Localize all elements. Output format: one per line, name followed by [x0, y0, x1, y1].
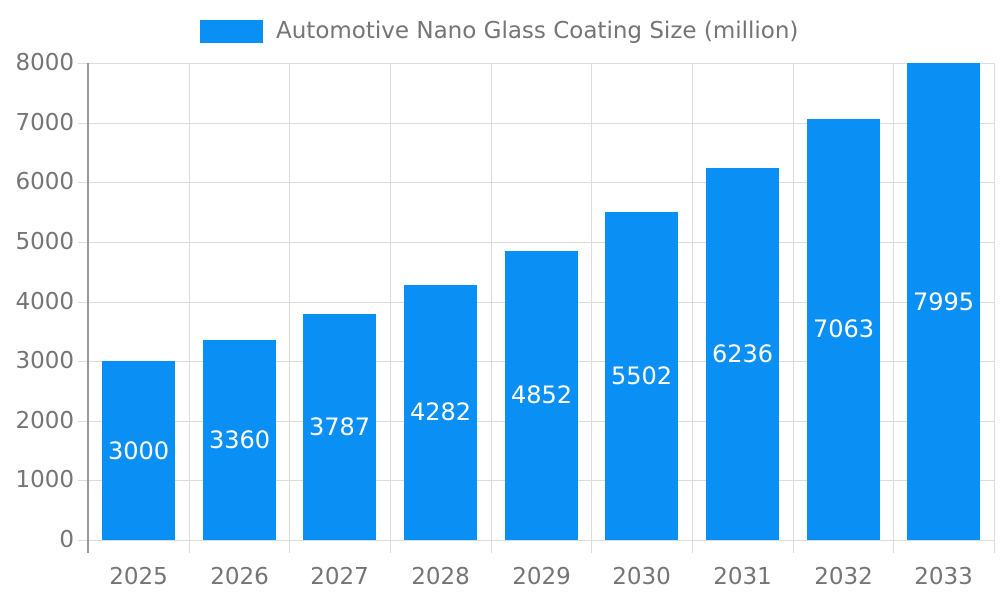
bar — [505, 251, 578, 540]
x-tick-label: 2033 — [914, 564, 973, 590]
y-tick-label: 8000 — [15, 50, 74, 76]
gridline-vertical — [692, 63, 693, 553]
gridline-horizontal — [78, 242, 994, 243]
x-tick-label: 2026 — [210, 564, 269, 590]
y-tick-label: 0 — [59, 527, 74, 553]
bar-value-label: 7995 — [912, 288, 975, 316]
y-axis-line — [87, 63, 89, 553]
x-tick-label: 2029 — [512, 564, 571, 590]
x-tick-label: 2025 — [109, 564, 168, 590]
bar — [102, 361, 175, 540]
bar — [203, 340, 276, 540]
legend-label: Automotive Nano Glass Coating Size (mill… — [276, 18, 799, 44]
gridline-vertical — [189, 63, 190, 553]
y-tick-label: 3000 — [15, 348, 74, 374]
y-tick-label: 6000 — [15, 169, 74, 195]
bar-value-label: 3360 — [208, 426, 271, 454]
bar-value-label: 4282 — [409, 398, 472, 426]
gridline-horizontal — [78, 182, 994, 183]
gridline-vertical — [491, 63, 492, 553]
y-tick-label: 7000 — [15, 110, 74, 136]
x-tick-label: 2028 — [411, 564, 470, 590]
bar — [605, 212, 678, 540]
bar-value-label: 6236 — [711, 340, 774, 368]
legend-swatch — [200, 20, 263, 43]
bar-value-label: 3787 — [308, 413, 371, 441]
bar — [807, 119, 880, 540]
bar-value-label: 7063 — [812, 315, 875, 343]
y-tick-label: 2000 — [15, 408, 74, 434]
y-tick-label: 5000 — [15, 229, 74, 255]
gridline-horizontal — [78, 540, 994, 541]
gridline-vertical — [289, 63, 290, 553]
gridline-vertical — [994, 63, 995, 553]
gridline-vertical — [390, 63, 391, 553]
y-tick-label: 1000 — [15, 467, 74, 493]
y-tick-label: 4000 — [15, 289, 74, 315]
bar-value-label: 5502 — [610, 362, 673, 390]
gridline-horizontal — [78, 123, 994, 124]
gridline-horizontal — [78, 63, 994, 64]
bar — [706, 168, 779, 540]
bar — [404, 285, 477, 540]
gridline-vertical — [793, 63, 794, 553]
gridline-vertical — [893, 63, 894, 553]
bar — [303, 314, 376, 540]
x-tick-label: 2031 — [713, 564, 772, 590]
x-tick-label: 2027 — [310, 564, 369, 590]
bar-value-label: 3000 — [107, 437, 170, 465]
x-tick-label: 2030 — [612, 564, 671, 590]
bar — [907, 63, 980, 540]
legend: Automotive Nano Glass Coating Size (mill… — [200, 20, 798, 43]
bar-value-label: 4852 — [510, 381, 573, 409]
x-tick-label: 2032 — [814, 564, 873, 590]
gridline-vertical — [591, 63, 592, 553]
